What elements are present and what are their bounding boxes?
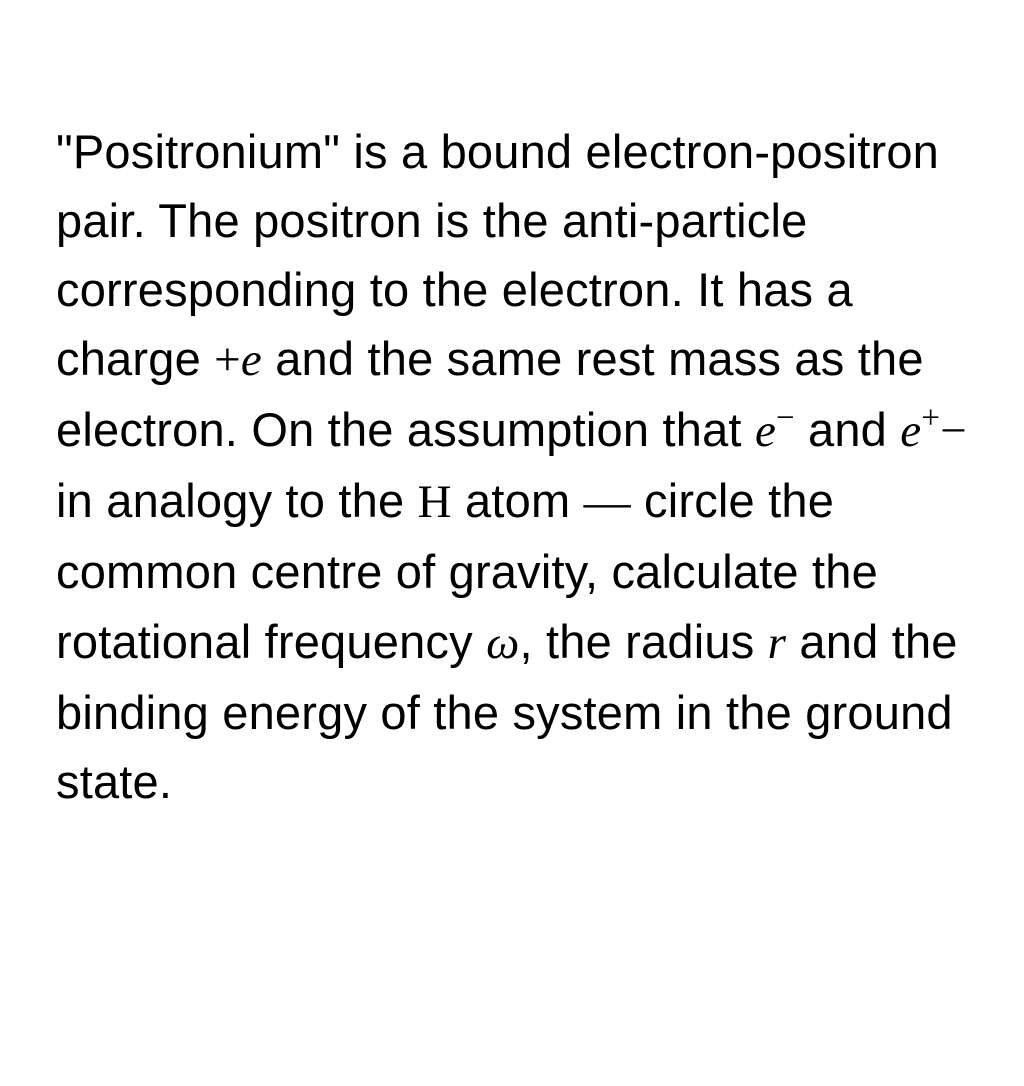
dash: − xyxy=(940,405,967,457)
math-e: e xyxy=(241,334,262,386)
math-plus: + xyxy=(214,334,241,386)
math-r: r xyxy=(768,617,787,669)
text-segment: in analogy to the xyxy=(56,474,418,527)
text-segment: atom xyxy=(452,474,584,527)
text-segment: and xyxy=(795,403,901,456)
minus-superscript: − xyxy=(776,400,795,436)
math-e-plus: e+ xyxy=(900,405,940,457)
math-e-minus: e− xyxy=(755,405,795,457)
math-H: H xyxy=(418,476,452,528)
plus-superscript: + xyxy=(921,400,940,436)
e-base: e xyxy=(755,405,776,457)
problem-statement: "Positronium" is a bound electron-positr… xyxy=(56,117,968,816)
dash: — xyxy=(584,476,631,528)
text-segment: , the radius xyxy=(519,615,767,668)
e-base: e xyxy=(900,405,921,457)
page: "Positronium" is a bound electron-positr… xyxy=(0,0,1024,903)
math-omega: ω xyxy=(486,617,519,669)
